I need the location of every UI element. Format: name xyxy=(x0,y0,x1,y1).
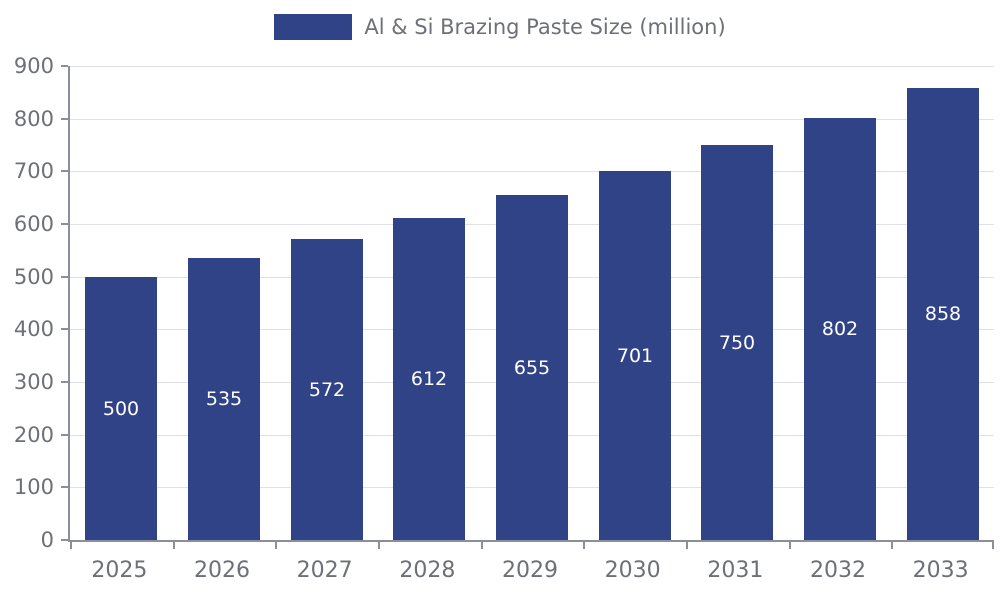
x-axis-label: 2027 xyxy=(296,558,353,583)
y-axis-tick xyxy=(61,486,68,489)
x-axis-label: 2033 xyxy=(912,558,969,583)
gridline xyxy=(70,118,994,120)
x-axis-label: 2030 xyxy=(604,558,661,583)
y-axis-tick xyxy=(61,539,68,541)
gridline xyxy=(70,171,994,173)
y-axis-tick xyxy=(61,275,68,278)
x-axis-tick xyxy=(992,542,994,549)
bar-value-label: 750 xyxy=(718,331,756,354)
bar-2032[interactable]: 802 xyxy=(804,118,876,540)
bar-2033[interactable]: 858 xyxy=(907,88,979,540)
y-axis-tick xyxy=(61,170,68,173)
x-axis-label: 2031 xyxy=(707,558,764,583)
x-axis-label: 2028 xyxy=(399,558,456,583)
bar-value-label: 612 xyxy=(410,368,448,390)
plot-area: 500 535 572 612 655 701 750 802 858 xyxy=(61,65,994,549)
bar-2031[interactable]: 750 xyxy=(701,145,773,540)
bar-value-label: 802 xyxy=(821,318,859,340)
bar-2030[interactable]: 701 xyxy=(599,171,671,540)
bar-2025[interactable]: 500 xyxy=(85,277,157,540)
x-axis-label: 2032 xyxy=(810,558,866,583)
x-axis-label: 2025 xyxy=(91,558,148,583)
x-axis-tick xyxy=(275,542,277,549)
y-axis-label: 300 xyxy=(13,370,54,394)
bar-2028[interactable]: 612 xyxy=(393,218,465,540)
y-axis-label: 0 xyxy=(40,528,54,552)
x-axis-tick xyxy=(686,542,688,549)
y-axis-label: 500 xyxy=(13,264,54,289)
bar-value-label: 572 xyxy=(308,378,346,401)
bar-value-label: 500 xyxy=(102,397,140,420)
bar-2027[interactable]: 572 xyxy=(291,239,363,540)
x-axis-tick xyxy=(481,542,483,549)
chart-legend[interactable]: Al & Si Brazing Paste Size (million) xyxy=(0,14,1000,40)
x-axis-tick xyxy=(789,542,791,549)
x-axis-tick xyxy=(891,542,893,549)
x-axis-tick xyxy=(70,542,72,549)
y-axis-label: 700 xyxy=(13,159,54,184)
bar-value-label: 858 xyxy=(924,303,962,325)
x-axis-tick xyxy=(583,542,585,549)
bar-value-label: 701 xyxy=(616,344,654,367)
x-axis-label: 2029 xyxy=(502,558,558,583)
x-axis-tick xyxy=(173,542,175,549)
y-axis-label: 600 xyxy=(13,212,54,236)
y-axis-label: 200 xyxy=(13,422,54,447)
legend-label: Al & Si Brazing Paste Size (million) xyxy=(364,15,726,39)
y-axis-label: 900 xyxy=(13,54,54,78)
y-axis-label: 800 xyxy=(13,106,54,131)
y-axis-tick xyxy=(61,433,68,436)
x-axis-tick xyxy=(378,542,380,549)
y-axis-tick xyxy=(61,381,68,383)
bar-value-label: 655 xyxy=(513,356,551,379)
bar-2026[interactable]: 535 xyxy=(188,258,260,540)
y-axis-label: 400 xyxy=(13,317,54,342)
y-axis-tick xyxy=(61,65,68,67)
y-axis-tick xyxy=(61,223,68,225)
y-axis-tick xyxy=(61,117,68,120)
bar-2029[interactable]: 655 xyxy=(496,195,568,540)
bar-value-label: 535 xyxy=(205,388,243,410)
y-axis-label: 100 xyxy=(13,475,54,500)
gridline xyxy=(70,66,994,67)
legend-swatch-icon xyxy=(274,14,353,40)
y-axis-tick xyxy=(61,328,68,331)
x-axis-label: 2026 xyxy=(194,558,250,583)
